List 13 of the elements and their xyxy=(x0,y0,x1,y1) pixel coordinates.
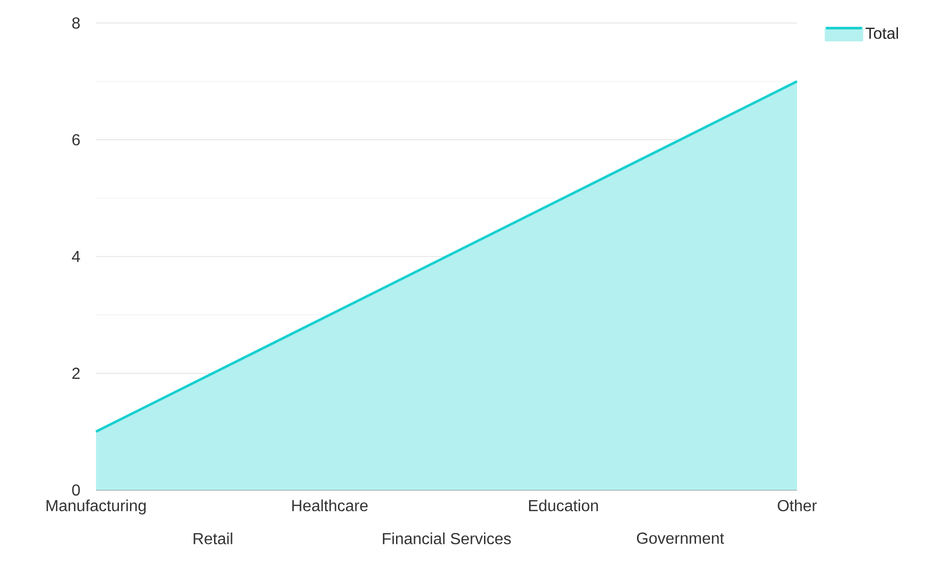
y-tick-label: 0 xyxy=(72,484,80,496)
x-tick-label: Education xyxy=(529,500,598,512)
legend-label: Total xyxy=(866,27,898,39)
x-tick-label: Healthcare xyxy=(292,500,368,512)
y-tick-label: 6 xyxy=(72,134,80,146)
x-tick-label: Manufacturing xyxy=(46,500,146,514)
x-tick-label: Retail xyxy=(194,532,232,544)
y-tick-label: 4 xyxy=(72,250,80,262)
x-tick-label: Financial Services xyxy=(382,532,511,544)
y-tick-label: 2 xyxy=(72,368,80,379)
x-tick-label: Government xyxy=(636,532,724,544)
y-tick-label: 8 xyxy=(72,17,80,29)
x-tick-label: Other xyxy=(778,500,817,512)
